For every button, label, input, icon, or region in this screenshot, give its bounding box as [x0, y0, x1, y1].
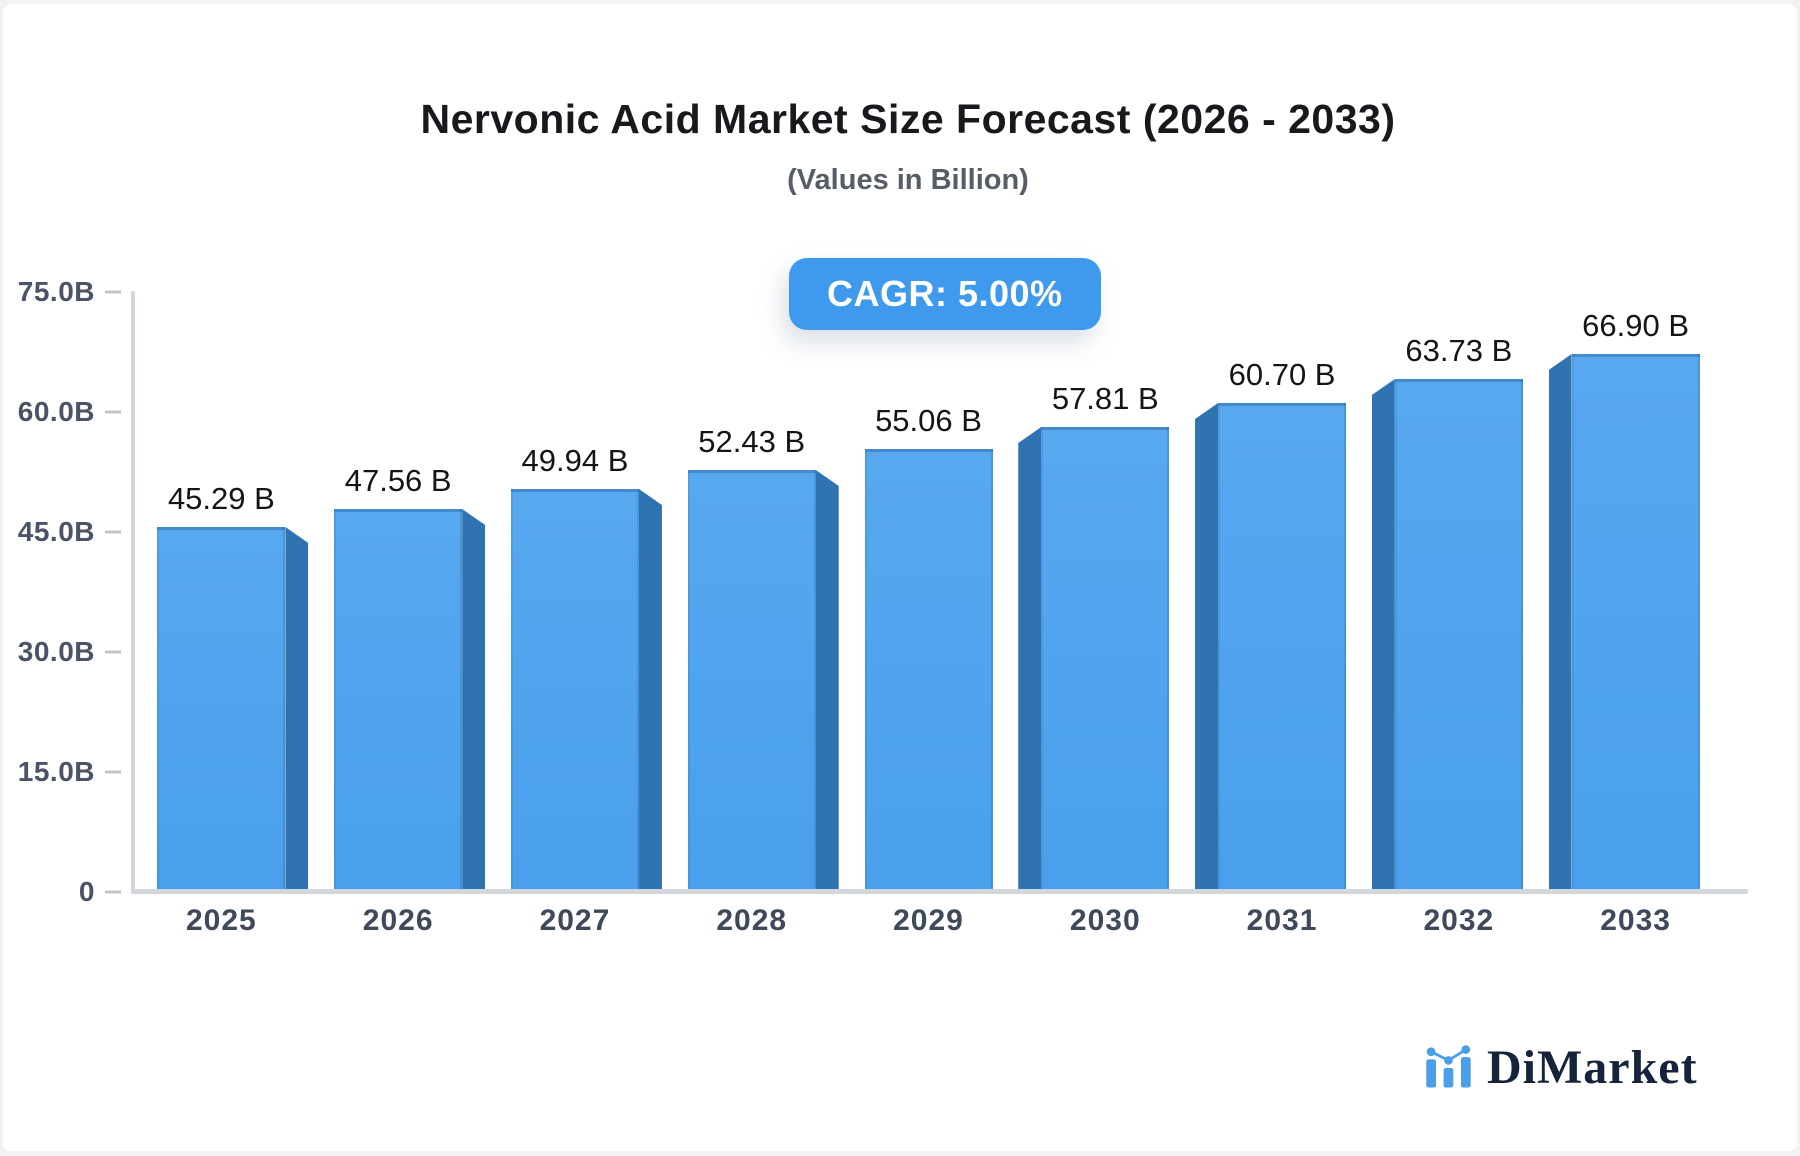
- bar-value-label-2027: 49.94 B: [521, 443, 629, 478]
- x-tick-label-2032: 2032: [1423, 904, 1495, 937]
- bar-2029: [864, 449, 993, 889]
- y-tick-dash: [105, 290, 121, 294]
- bar-2031: [1218, 403, 1347, 889]
- bar-value-label-2032: 63.73 B: [1405, 333, 1513, 368]
- bar-3d-side-2031: [1195, 403, 1219, 889]
- x-tick-label-2029: 2029: [893, 904, 964, 937]
- y-tick-dash: [105, 890, 121, 894]
- y-axis: 75.0B 60.0B 45.0B 30.0B 15.0B 0: [11, 276, 95, 907]
- bar-3d-side-2032: [1371, 379, 1395, 889]
- bar-2026: [334, 509, 463, 889]
- bar-3d-side-2030: [1018, 427, 1042, 889]
- y-tick-label: 30.0B: [17, 636, 95, 667]
- chart-subtitle: (Values in Billion): [787, 164, 1029, 196]
- bar-3d-side-2027: [638, 489, 662, 889]
- x-tick-label-2030: 2030: [1069, 904, 1141, 937]
- bar-3d-side-2026: [462, 509, 486, 889]
- bar-value-label-2028: 52.43 B: [698, 424, 806, 459]
- y-axis-line: [131, 291, 135, 892]
- y-tick-label: 45.0B: [17, 516, 95, 547]
- x-tick-label-2033: 2033: [1600, 904, 1671, 937]
- chart-card: Nervonic Acid Market Size Forecast (2026…: [3, 4, 1797, 1151]
- y-tick-dash: [105, 650, 121, 654]
- bar-value-label-2025: 45.29 B: [167, 481, 275, 516]
- bar-3d-side-2028: [815, 470, 839, 889]
- cagr-badge-label: CAGR: 5.00%: [827, 273, 1063, 314]
- bar-2027: [510, 489, 639, 889]
- brand-logo-text: DiMarket: [1487, 1041, 1698, 1094]
- y-tick-label: 60.0B: [17, 396, 95, 427]
- y-tick-dash: [105, 770, 121, 774]
- mini-bar-chart-icon: [1426, 1044, 1471, 1087]
- bar-value-label-2026: 47.56 B: [344, 463, 452, 498]
- bar-2033: [1571, 354, 1700, 889]
- y-tick-label: 15.0B: [17, 756, 95, 787]
- y-tick-dash: [105, 410, 121, 414]
- x-tick-label-2026: 2026: [362, 904, 434, 937]
- bar-2032: [1394, 379, 1523, 889]
- plot-area: 45.29 B 47.56 B 49.94 B 52.43 B 55.06 B 57.81…: [133, 292, 1724, 889]
- bar-value-label-2029: 55.06 B: [875, 403, 982, 438]
- bar-value-label-2031: 60.70 B: [1228, 357, 1336, 392]
- x-axis-baseline: [131, 889, 1748, 894]
- bar-2025: [157, 527, 286, 889]
- x-tick-label-2027: 2027: [539, 904, 611, 937]
- x-tick-label-2031: 2031: [1246, 904, 1318, 937]
- chart-title: Nervonic Acid Market Size Forecast (2026…: [420, 96, 1396, 142]
- y-tick-dash: [105, 530, 121, 534]
- bar-3d-side-2025: [285, 527, 309, 889]
- x-tick-label-2025: 2025: [186, 904, 257, 937]
- brand-logo: DiMarket: [1423, 1040, 1698, 1095]
- bar-value-label-2030: 57.81 B: [1051, 381, 1159, 416]
- bar-2030: [1041, 427, 1170, 889]
- bar-2028: [687, 470, 816, 889]
- x-tick-label-2028: 2028: [716, 904, 788, 937]
- y-tick-label: 0: [78, 876, 95, 907]
- bar-3d-side-2033: [1548, 354, 1572, 889]
- bar-value-label-2033: 66.90 B: [1582, 308, 1690, 343]
- cagr-badge: CAGR: 5.00%: [789, 258, 1101, 330]
- y-tick-label: 75.0B: [17, 276, 95, 307]
